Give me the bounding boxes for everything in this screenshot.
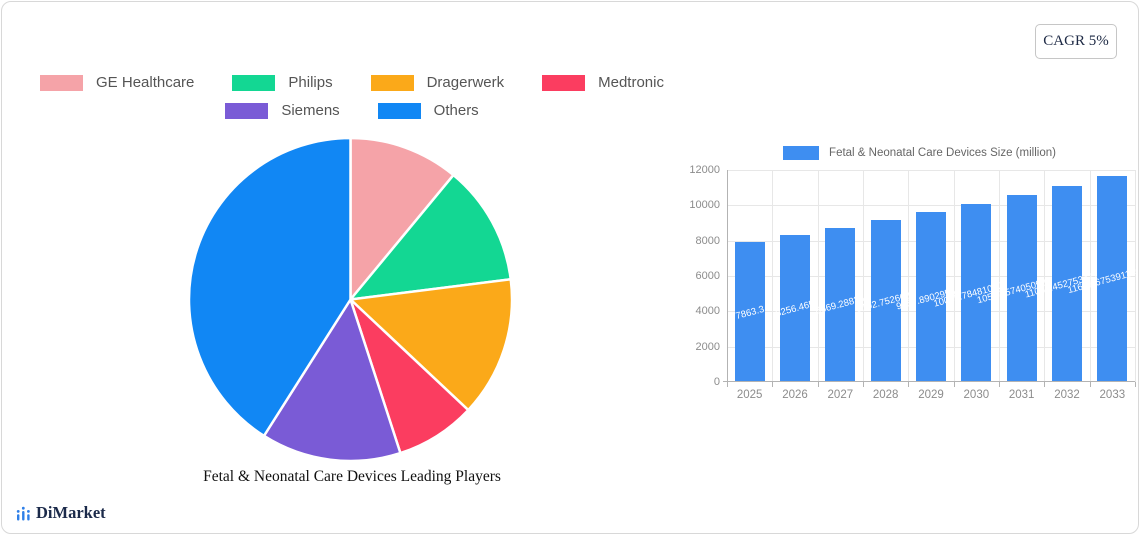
legend-label: Medtronic — [598, 74, 664, 91]
bar-legend-swatch-icon — [783, 146, 820, 160]
v-gridline — [999, 170, 1000, 382]
bar-2025[interactable] — [734, 242, 765, 381]
pie-slice-philips[interactable] — [349, 173, 512, 301]
x-axis-category-label: 2032 — [1054, 389, 1080, 401]
x-axis-tick — [908, 382, 910, 387]
cagr-badge: CAGR 5% — [1035, 24, 1117, 59]
legend-item-siemens[interactable]: Siemens — [225, 102, 340, 119]
pie-slice-others[interactable] — [187, 136, 352, 438]
x-axis-tick — [1044, 382, 1046, 387]
v-gridline — [1089, 170, 1091, 382]
v-gridline — [908, 170, 910, 382]
y-axis-tick-label: 12000 — [689, 164, 720, 176]
x-axis-tick — [999, 382, 1000, 387]
bar-2031[interactable] — [1006, 194, 1037, 381]
bar-chart-plot: 0 2000 4000 6000 8000 10000 12000 7863.3 2025 825… — [689, 164, 1138, 401]
bar-chart-legend-item[interactable]: Fetal & Neonatal Care Devices Size (mill… — [697, 146, 1138, 160]
x-axis-tick — [1089, 382, 1091, 387]
pie-legend: GE Healthcare Philips Dragerwerk Medtronic S… — [2, 74, 702, 119]
bar-2026[interactable] — [780, 235, 810, 381]
v-gridline — [1135, 170, 1136, 382]
y-axis-line — [727, 170, 728, 386]
bar-legend-label: Fetal & Neonatal Care Devices Size (mill… — [829, 147, 1056, 159]
pie-legend-row: Siemens Others — [2, 102, 702, 119]
legend-item-others[interactable]: Others — [377, 102, 479, 119]
v-gridline — [772, 170, 774, 382]
legend-swatch-icon — [370, 74, 414, 91]
x-axis-category-label: 2031 — [1008, 389, 1035, 401]
pie-legend-row: GE Healthcare Philips Dragerwerk Medtronic — [2, 74, 702, 91]
legend-item-medtronic[interactable]: Medtronic — [542, 74, 664, 91]
pie-chart — [187, 136, 514, 463]
bar-2027[interactable] — [825, 227, 856, 381]
v-gridline — [817, 170, 819, 382]
x-axis-category-label: 2033 — [1099, 389, 1126, 401]
x-axis-tick — [772, 382, 774, 387]
v-gridline — [953, 170, 955, 382]
legend-swatch-icon — [40, 74, 84, 91]
x-axis-category-label: 2030 — [963, 389, 990, 401]
x-axis-line — [723, 381, 1135, 382]
x-axis-category-label: 2025 — [736, 389, 763, 401]
h-gridline — [727, 205, 1135, 207]
y-axis-tick-label: 2000 — [695, 340, 720, 353]
pie-chart-title: Fetal & Neonatal Care Devices Leading Pl… — [203, 468, 501, 485]
bar-2028[interactable] — [870, 220, 901, 381]
legend-label: Philips — [288, 74, 333, 91]
x-axis-tick — [863, 382, 864, 387]
legend-swatch-icon — [232, 74, 276, 91]
legend-item-dragerwerk[interactable]: Dragerwerk — [370, 74, 505, 91]
brand-name: DiMarket — [36, 502, 106, 522]
x-axis-category-label: 2026 — [782, 389, 808, 401]
bar-2029[interactable] — [916, 212, 946, 381]
legend-label: Dragerwerk — [426, 74, 505, 91]
x-axis-category-label: 2029 — [918, 389, 944, 401]
x-axis-tick — [817, 382, 819, 387]
v-gridline — [1044, 170, 1046, 382]
brand-logo: DiMarket — [16, 502, 106, 522]
v-gridline — [863, 170, 864, 382]
pie-slice-siemens[interactable] — [262, 298, 402, 463]
y-axis-tick-label: 0 — [713, 376, 720, 388]
pie-chart-svg — [187, 136, 514, 463]
x-axis-tick — [953, 382, 955, 387]
bar-section: Fetal & Neonatal Care Devices Size (mill… — [689, 142, 1138, 422]
legend-swatch-icon — [377, 102, 421, 119]
legend-label: Others — [433, 102, 479, 119]
h-gridline — [727, 170, 1135, 171]
bar-2032[interactable] — [1052, 185, 1082, 381]
y-axis-tick-label: 6000 — [695, 270, 720, 282]
bar-2030[interactable] — [961, 203, 992, 381]
y-axis-tick-label: 8000 — [695, 234, 720, 247]
legend-swatch-icon — [225, 102, 269, 119]
x-axis-tick — [1135, 382, 1136, 387]
legend-swatch-icon — [542, 74, 586, 91]
y-axis-tick-label: 4000 — [695, 305, 720, 318]
legend-item-ge-healthcare[interactable]: GE Healthcare — [40, 74, 194, 91]
x-axis-category-label: 2028 — [872, 389, 899, 401]
legend-label: Siemens — [281, 102, 340, 119]
legend-label: GE Healthcare — [96, 74, 195, 91]
pie-slice-dragerwerk[interactable] — [349, 278, 514, 412]
bar-chart-logo-icon — [16, 506, 30, 521]
bar-2033[interactable] — [1097, 175, 1128, 381]
pie-slice-ge-healthcare[interactable] — [349, 136, 455, 301]
pie-section: GE Healthcare Philips Dragerwerk Medtronic S… — [2, 2, 702, 533]
x-axis-category-label: 2027 — [827, 389, 854, 401]
legend-item-philips[interactable]: Philips — [232, 74, 333, 91]
y-axis-tick-label: 10000 — [689, 199, 720, 212]
